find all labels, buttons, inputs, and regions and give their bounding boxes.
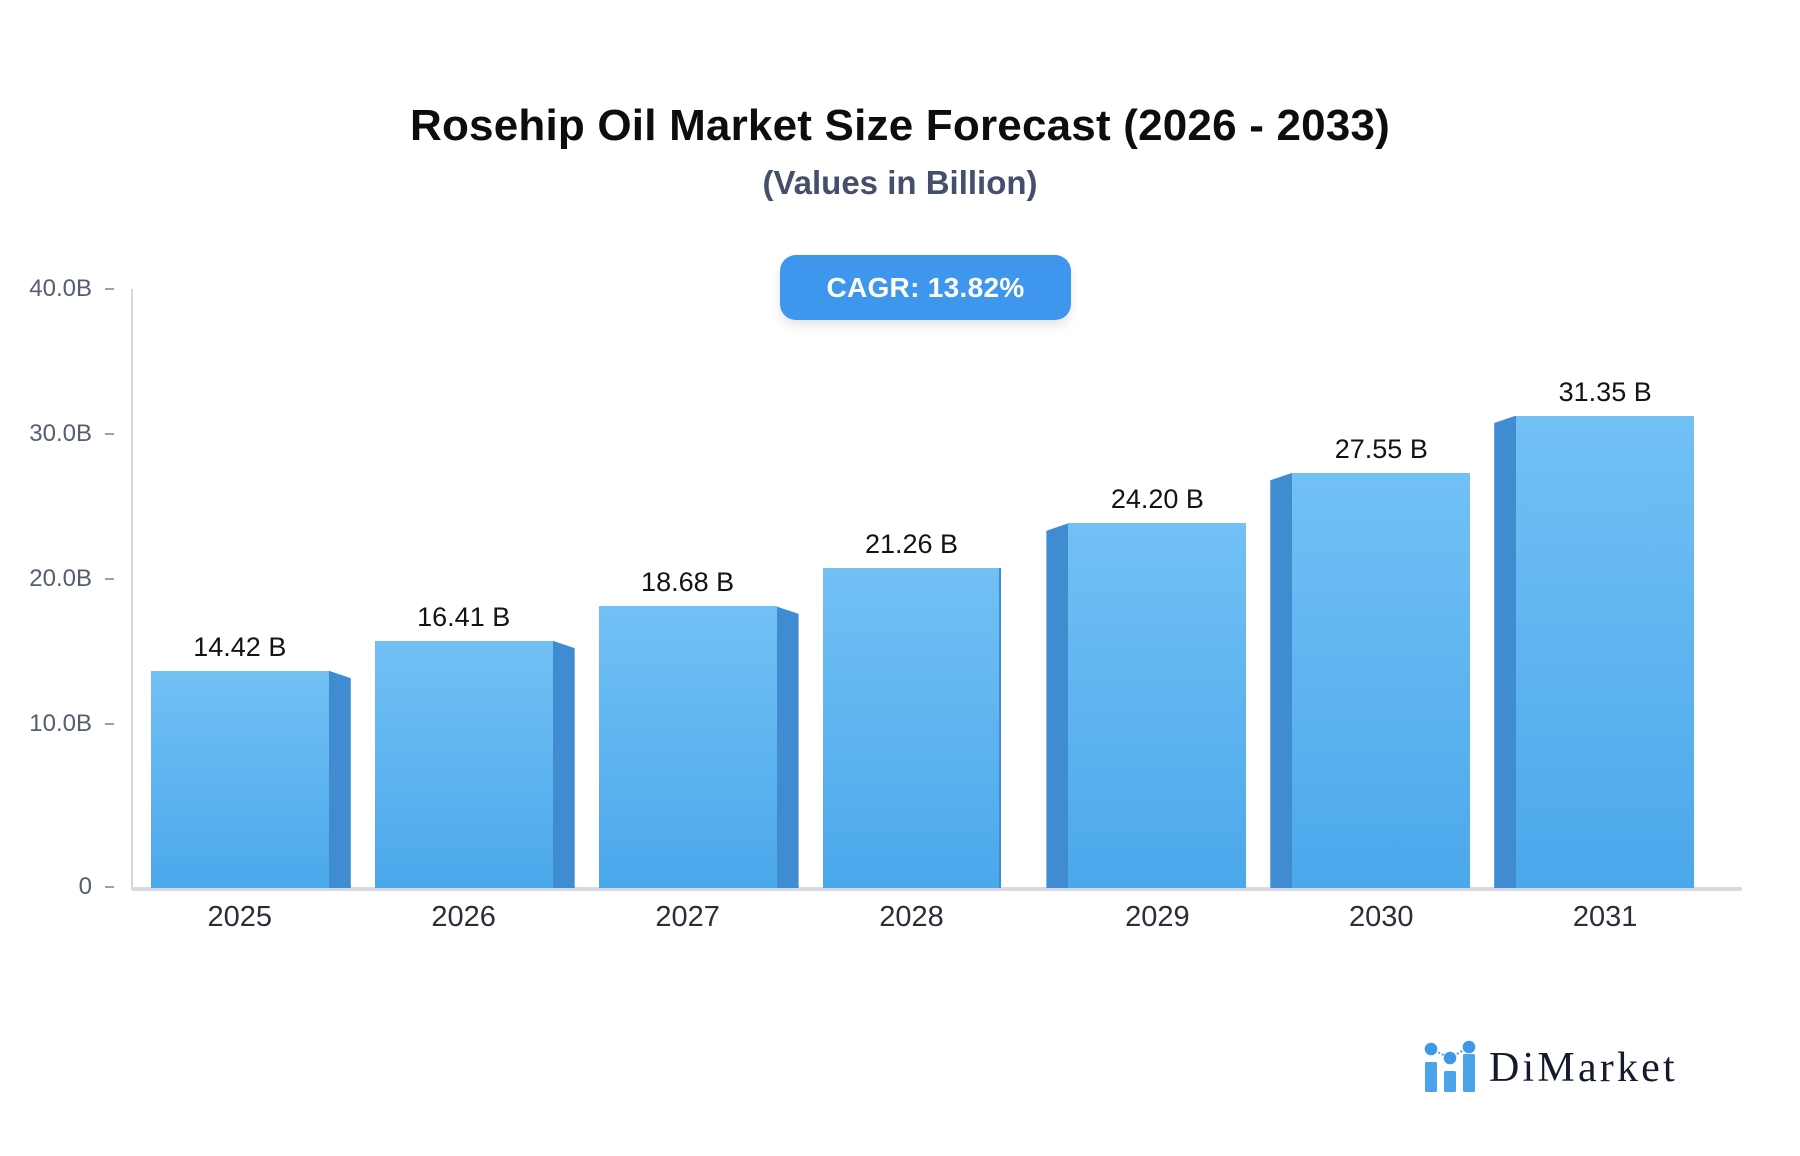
svg-text:DiMarket: DiMarket xyxy=(1489,1045,1678,1091)
